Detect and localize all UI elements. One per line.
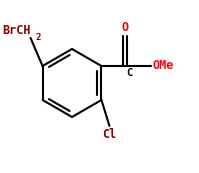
Text: 2: 2 [36, 33, 41, 42]
Text: Cl: Cl [102, 128, 117, 141]
Text: BrCH: BrCH [3, 24, 31, 37]
Text: O: O [122, 21, 129, 34]
Text: OMe: OMe [152, 59, 174, 72]
Text: C: C [126, 68, 133, 78]
